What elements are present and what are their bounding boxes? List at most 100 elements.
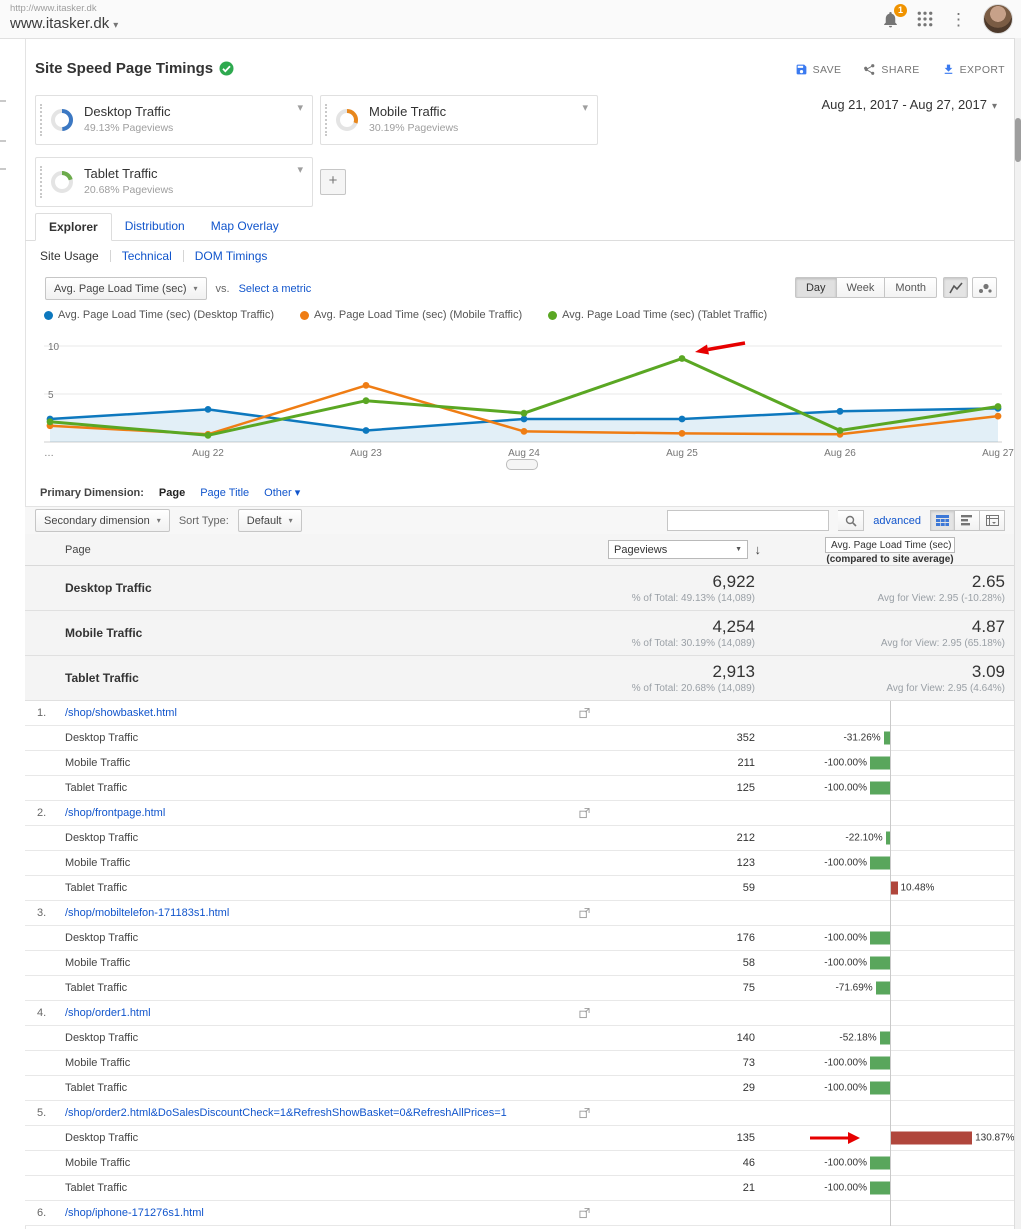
chevron-down-icon[interactable]: ▾ [297,164,303,176]
page-row: 3. /shop/mobiltelefon-171183s1.html [25,901,1015,926]
subnav-site-usage[interactable]: Site Usage [40,249,99,263]
notifications-button[interactable]: 1 [881,3,907,29]
timeline-handle[interactable] [506,459,538,470]
open-in-new-icon[interactable] [579,1207,590,1219]
delta-label: -100.00% [824,857,867,869]
col-header-page[interactable]: Page [65,543,91,556]
granularity-month[interactable]: Month [885,277,937,298]
grid-icon [917,11,933,27]
metric-column-select[interactable]: Avg. Page Load Time (sec)▼ [825,537,955,553]
timeseries-chart[interactable]: 5 10 … Aug 22 Aug 23 Aug 24 Aug 25 Aug 26 Aug 27 [40,330,1015,468]
data-table: Page Pageviews ▼ ↓ Avg. Page Load Time (s… [25,534,1015,1226]
open-in-new-icon[interactable] [579,907,590,919]
drag-handle[interactable] [40,104,42,136]
tab-map-overlay[interactable]: Map Overlay [210,219,279,233]
delta-label: -22.10% [845,832,883,844]
dimension-page[interactable]: Page [158,486,186,499]
pageviews-column-select[interactable]: Pageviews ▼ [608,540,748,559]
red-arrow-annotation [810,1132,860,1144]
open-in-new-icon[interactable] [579,1007,590,1019]
motion-chart-view-button[interactable] [972,277,997,298]
scrollbar-thumb[interactable] [1015,118,1021,162]
open-in-new-icon[interactable] [579,707,590,719]
share-button[interactable]: SHARE [863,63,919,76]
advanced-search-link[interactable]: advanced [873,514,921,527]
drag-handle[interactable] [325,104,327,136]
dimension-page-title[interactable]: Page Title [200,486,250,499]
svg-text:5: 5 [48,390,54,401]
sort-direction-icon[interactable]: ↓ [754,542,762,557]
search-button[interactable] [838,510,865,531]
line-chart-view-button[interactable] [943,277,968,298]
drag-handle[interactable] [40,166,42,198]
chevron-down-icon[interactable]: ▾ [582,102,588,114]
segment-sub-row: Tablet Traffic 75 -71.69% [25,976,1015,1001]
pivot-view-button[interactable] [980,510,1005,531]
performance-view-button[interactable] [955,510,980,531]
row-number: 5. [37,1107,47,1119]
subnav-dom-timings[interactable]: DOM Timings [194,249,268,263]
delta-bar [870,856,890,870]
open-in-new-icon[interactable] [579,807,590,819]
page-link[interactable]: /shop/order2.html&DoSalesDiscountCheck=1… [65,1107,507,1119]
property-url: http://www.itasker.dk [10,3,97,14]
collapsed-sidebar[interactable] [0,38,26,1229]
page-link[interactable]: /shop/iphone-171276s1.html [65,1207,204,1219]
sort-type-label: Sort Type: [178,514,229,527]
date-range-selector[interactable]: Aug 21, 2017 - Aug 27, 2017 ▾ [821,97,997,112]
chevron-down-icon[interactable]: ▾ [297,102,303,114]
tab-distribution[interactable]: Distribution [124,219,185,233]
tab-explorer[interactable]: Explorer [35,213,112,241]
dimension-other[interactable]: Other ▾ [264,487,301,499]
delta-bar [870,931,890,945]
page-link[interactable]: /shop/frontpage.html [65,807,166,819]
segment-name: Mobile Traffic [65,857,131,869]
metric-dropdown[interactable]: Avg. Page Load Time (sec) ▾ [45,277,207,300]
scrollbar-track[interactable] [1014,38,1021,1229]
col-header-metric: Avg. Page Load Time (sec)▼ (compared to … [765,534,1015,565]
segment-sub-row: Mobile Traffic 46 -100.00% [25,1151,1015,1176]
segment-card-tablet[interactable]: Tablet Traffic 20.68% Pageviews ▾ [35,157,313,207]
export-button[interactable]: EXPORT [942,63,1005,76]
row-number: 3. [37,907,47,919]
time-granularity-toggle: Day Week Month [794,277,937,298]
search-input[interactable] [667,510,830,531]
delta-label: 10.48% [900,882,935,894]
sort-type-dropdown[interactable]: Default ▾ [237,509,302,532]
page-row: 2. /shop/frontpage.html [25,801,1015,826]
legend-dot [300,310,310,320]
apps-button[interactable] [916,10,934,28]
segment-sub-row: Tablet Traffic 29 -100.00% [25,1076,1015,1101]
legend-item-desktop: Avg. Page Load Time (sec) (Desktop Traff… [44,309,274,321]
bar-axis [890,1026,891,1051]
kebab-menu-icon[interactable]: ⋮ [950,9,967,29]
segment-card-desktop[interactable]: Desktop Traffic 49.13% Pageviews ▾ [35,95,313,145]
save-button[interactable]: SAVE [795,63,842,76]
select-metric-link[interactable]: Select a metric [238,282,312,295]
data-table-view-button[interactable] [930,510,955,531]
add-segment-button[interactable]: + [320,169,346,195]
account-switcher[interactable]: www.itasker.dk ▾ [10,15,119,32]
segment-card-mobile[interactable]: Mobile Traffic 30.19% Pageviews ▾ [320,95,598,145]
svg-text:Aug 24: Aug 24 [508,448,540,459]
vs-label: vs. [215,282,230,295]
granularity-week[interactable]: Week [836,277,886,298]
segment-name: Desktop Traffic [65,1132,139,1144]
page-link[interactable]: /shop/order1.html [65,1007,151,1019]
bar-axis [890,1151,891,1176]
granularity-day[interactable]: Day [794,277,837,298]
segment-sub-row: Desktop Traffic 176 -100.00% [25,926,1015,951]
secondary-dimension-button[interactable]: Secondary dimension ▾ [35,509,170,532]
page-link[interactable]: /shop/mobiltelefon-171183s1.html [65,907,230,919]
delta-label: -100.00% [824,782,867,794]
sidebar-edge-mark [0,100,6,102]
subnav-technical[interactable]: Technical [121,249,172,263]
open-in-new-icon[interactable] [579,1107,590,1119]
page-link[interactable]: /shop/showbasket.html [65,707,177,719]
summary-row-mobile: Mobile Traffic 4,254% of Total: 30.19% (… [25,611,1015,656]
svg-text:…: … [44,448,54,459]
delta-label: -52.18% [839,1032,877,1044]
row-number: 1. [37,707,47,719]
avatar[interactable] [983,4,1013,34]
top-bar: http://www.itasker.dk www.itasker.dk ▾ 1 … [0,0,1021,39]
